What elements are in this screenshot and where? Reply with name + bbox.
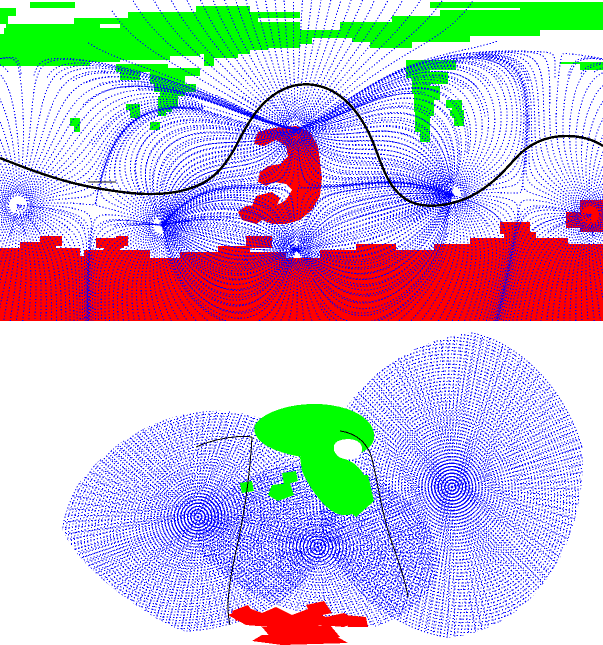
sphere-background	[0, 325, 603, 645]
separatrix-contour	[0, 83, 603, 207]
streamline-field	[0, 0, 603, 321]
green-cap-hole	[333, 439, 363, 460]
flat-projection-panel	[0, 0, 603, 321]
sphere-perspective-panel	[0, 325, 603, 645]
negative-patch-red-3d	[228, 601, 368, 645]
separatrix-contour-3d	[195, 430, 409, 626]
